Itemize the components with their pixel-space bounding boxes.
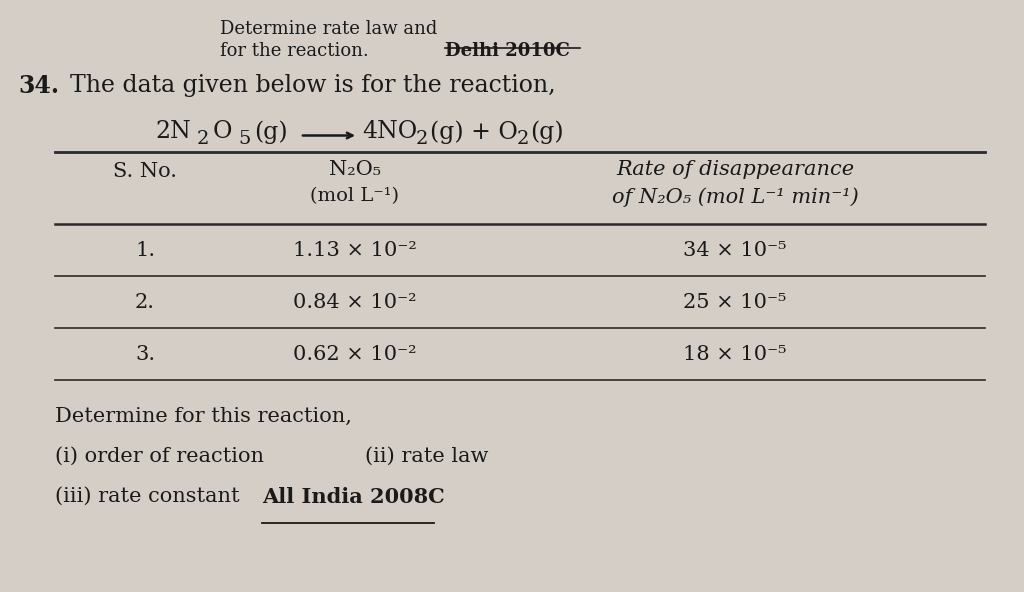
Text: Determine rate law and: Determine rate law and — [220, 20, 437, 38]
Text: 1.13 × 10⁻²: 1.13 × 10⁻² — [293, 240, 417, 259]
Text: 2.: 2. — [135, 292, 155, 311]
Text: of N₂O₅ (mol L⁻¹ min⁻¹): of N₂O₅ (mol L⁻¹ min⁻¹) — [611, 187, 858, 207]
Text: (g) + O: (g) + O — [430, 120, 518, 143]
Text: 3.: 3. — [135, 345, 155, 363]
Text: 18 × 10⁻⁵: 18 × 10⁻⁵ — [683, 345, 786, 363]
Text: 5: 5 — [238, 130, 251, 148]
Text: O: O — [213, 120, 232, 143]
Text: 34.: 34. — [18, 74, 59, 98]
Text: 0.84 × 10⁻²: 0.84 × 10⁻² — [293, 292, 417, 311]
Text: S. No.: S. No. — [113, 162, 177, 181]
Text: 2: 2 — [517, 130, 529, 148]
Text: for the reaction.: for the reaction. — [220, 42, 369, 60]
Text: All India 2008C: All India 2008C — [262, 487, 444, 507]
Text: (mol L⁻¹): (mol L⁻¹) — [310, 187, 399, 205]
Text: 2: 2 — [197, 130, 209, 148]
Text: (ii) rate law: (ii) rate law — [365, 447, 488, 466]
Text: 2: 2 — [416, 130, 428, 148]
Text: The data given below is for the reaction,: The data given below is for the reaction… — [70, 74, 556, 97]
Text: 2N: 2N — [155, 120, 190, 143]
Text: (g): (g) — [530, 120, 563, 143]
Text: 34 × 10⁻⁵: 34 × 10⁻⁵ — [683, 240, 786, 259]
Text: (i) order of reaction: (i) order of reaction — [55, 447, 264, 466]
Text: 4NO: 4NO — [362, 120, 417, 143]
Text: (g): (g) — [254, 120, 288, 143]
Text: 25 × 10⁻⁵: 25 × 10⁻⁵ — [683, 292, 786, 311]
Text: 1.: 1. — [135, 240, 155, 259]
Text: Delhi 2010C: Delhi 2010C — [445, 42, 570, 60]
Text: 0.62 × 10⁻²: 0.62 × 10⁻² — [293, 345, 417, 363]
Text: Determine for this reaction,: Determine for this reaction, — [55, 407, 352, 426]
Text: Rate of disappearance: Rate of disappearance — [616, 160, 854, 179]
Text: N₂O₅: N₂O₅ — [329, 160, 381, 179]
Text: (iii) rate constant: (iii) rate constant — [55, 487, 240, 506]
